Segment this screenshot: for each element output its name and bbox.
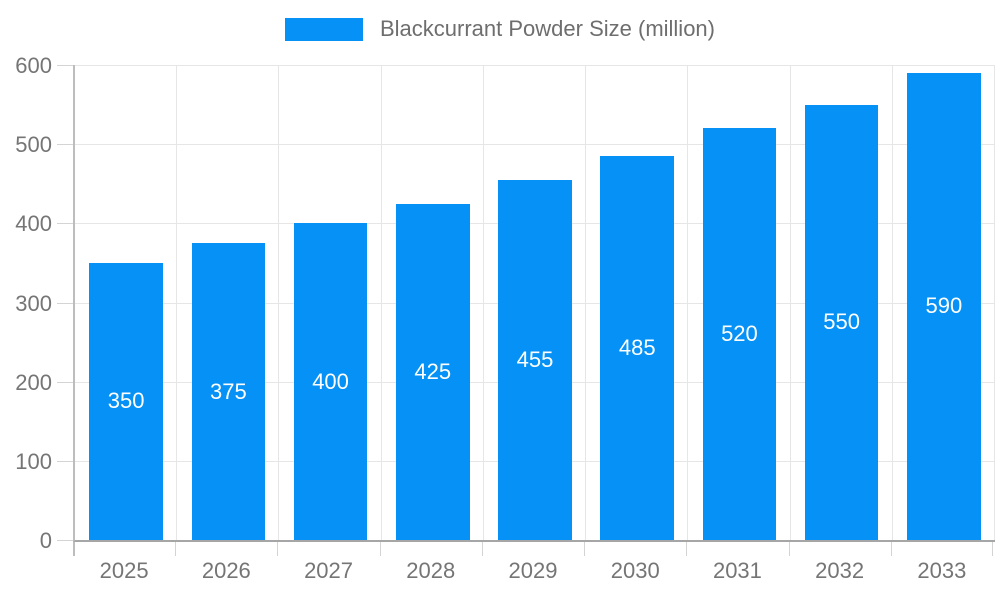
bar-value-label: 350 bbox=[107, 388, 145, 414]
bar-value-label: 400 bbox=[312, 368, 349, 394]
x-axis-tick-mark bbox=[686, 542, 688, 556]
bar-value-label: 485 bbox=[618, 335, 656, 361]
x-axis-label-2027: 2027 bbox=[304, 558, 354, 583]
y-axis-tick-mark bbox=[57, 144, 73, 146]
bar-2026[interactable]: 375 bbox=[191, 243, 266, 540]
bar-slot: 350 bbox=[75, 65, 177, 540]
gridline-vertical bbox=[278, 65, 280, 540]
bar-value-label: 425 bbox=[414, 358, 452, 384]
y-axis-tick-label: 0 bbox=[39, 528, 52, 553]
legend-label: Blackcurrant Powder Size (million) bbox=[380, 16, 715, 41]
y-axis-tick-label: 400 bbox=[15, 211, 52, 237]
x-axis-tick-mark bbox=[175, 542, 177, 556]
gridline-horizontal bbox=[75, 144, 995, 146]
y-axis-tick-label: 200 bbox=[15, 369, 52, 395]
gridline-vertical bbox=[994, 65, 995, 540]
bars-container: 350 375 400 425 455 485 520 550 590 bbox=[75, 65, 995, 540]
bar-2030[interactable]: 485 bbox=[600, 156, 674, 540]
bar-value-label: 375 bbox=[209, 378, 247, 404]
gridline-vertical bbox=[585, 65, 587, 540]
y-axis-tick-mark bbox=[57, 381, 73, 383]
gridline-vertical bbox=[789, 65, 791, 540]
x-axis-label-2026: 2026 bbox=[201, 558, 251, 583]
gridline-vertical bbox=[891, 65, 893, 540]
bar-slot: 455 bbox=[484, 65, 586, 540]
y-axis-tick-mark bbox=[57, 302, 73, 304]
bar-value-label: 455 bbox=[516, 346, 554, 372]
bar-2029[interactable]: 455 bbox=[498, 179, 572, 540]
bar-slot: 375 bbox=[177, 65, 279, 540]
legend[interactable]: Blackcurrant Powder Size (million) bbox=[0, 16, 1000, 42]
legend-swatch-icon bbox=[285, 17, 363, 41]
bar-value-label: 520 bbox=[721, 321, 758, 347]
y-axis-tick-mark bbox=[57, 540, 73, 541]
gridline-vertical bbox=[687, 65, 689, 540]
gridline-vertical bbox=[380, 65, 382, 540]
bar-2032[interactable]: 550 bbox=[804, 104, 879, 540]
bar-2027[interactable]: 400 bbox=[293, 223, 368, 540]
bar-value-label: 550 bbox=[823, 309, 860, 335]
x-axis-label-2032: 2032 bbox=[815, 558, 865, 583]
x-axis-label-2033: 2033 bbox=[917, 558, 967, 583]
bar-value-label: 590 bbox=[925, 293, 963, 319]
bar-slot: 400 bbox=[279, 65, 381, 540]
bar-slot: 590 bbox=[893, 65, 995, 540]
bar-slot: 425 bbox=[382, 65, 484, 540]
y-axis-tick-label: 500 bbox=[15, 132, 52, 158]
x-axis-tick-mark bbox=[277, 542, 279, 556]
x-axis-tick-mark bbox=[73, 542, 75, 556]
plot-area: 350 375 400 425 455 485 520 550 590 bbox=[73, 65, 995, 542]
x-axis-tick-mark bbox=[788, 542, 790, 556]
x-axis-label-2030: 2030 bbox=[610, 558, 660, 583]
x-axis-label-2025: 2025 bbox=[99, 558, 149, 583]
x-axis-label-2031: 2031 bbox=[712, 558, 762, 583]
gridline-horizontal bbox=[75, 65, 995, 66]
bar-2025[interactable]: 350 bbox=[89, 262, 163, 540]
bar-2031[interactable]: 520 bbox=[702, 128, 777, 540]
x-axis-tick-mark bbox=[992, 542, 993, 556]
y-axis-tick-label: 100 bbox=[15, 448, 52, 474]
bar-slot: 520 bbox=[688, 65, 790, 540]
bar-slot: 550 bbox=[791, 65, 893, 540]
y-axis-tick-mark bbox=[57, 65, 73, 66]
x-axis-tick-mark bbox=[584, 542, 586, 556]
bar-2028[interactable]: 425 bbox=[395, 203, 470, 540]
y-axis-tick-label: 300 bbox=[15, 290, 52, 316]
x-axis-tick-mark bbox=[481, 542, 483, 556]
gridline-vertical bbox=[482, 65, 484, 540]
gridline-vertical bbox=[176, 65, 178, 540]
x-axis-label-2029: 2029 bbox=[508, 558, 558, 583]
bar-2033[interactable]: 590 bbox=[907, 72, 981, 540]
bar-slot: 485 bbox=[586, 65, 688, 540]
x-axis-tick-mark bbox=[379, 542, 381, 556]
y-axis-tick-mark bbox=[57, 223, 73, 225]
x-axis-tick-mark bbox=[890, 542, 892, 556]
x-axis-label-2028: 2028 bbox=[406, 558, 456, 583]
y-axis-tick-mark bbox=[57, 460, 73, 462]
y-axis-tick-label: 600 bbox=[15, 53, 52, 78]
